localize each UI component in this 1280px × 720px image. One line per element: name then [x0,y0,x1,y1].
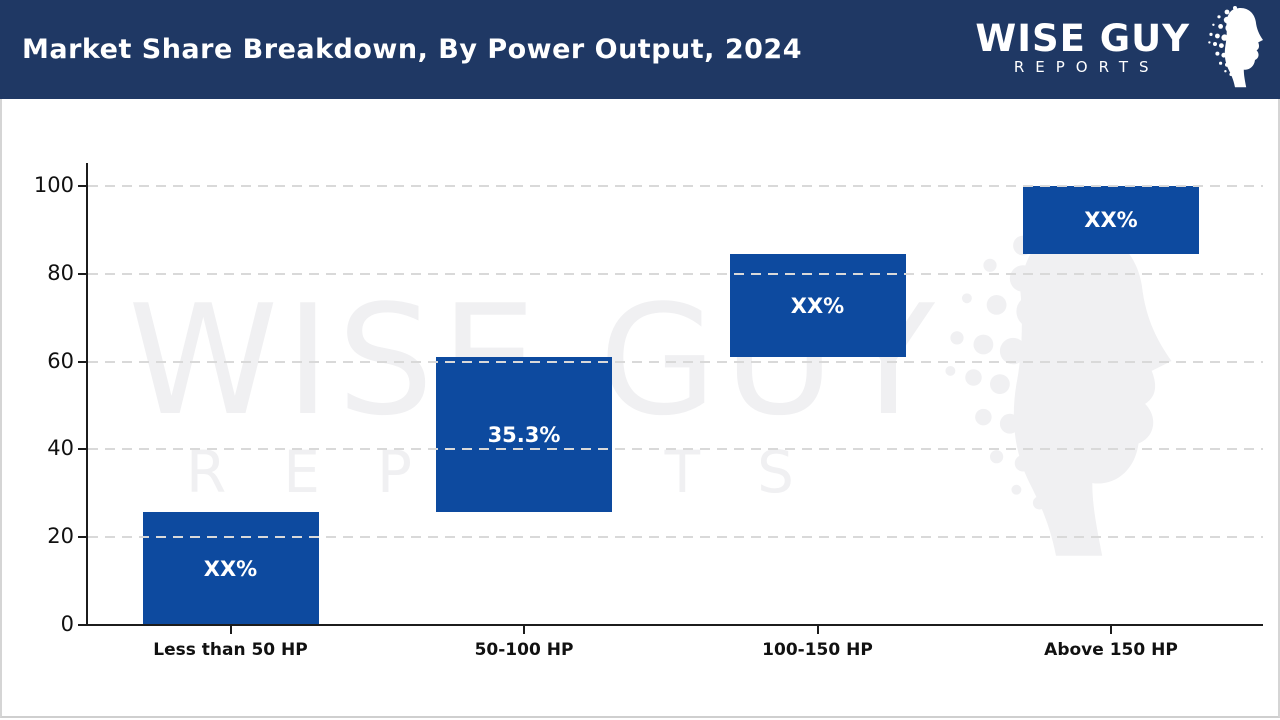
bar-value-label: XX% [1084,208,1138,233]
wiseguy-head-icon [1208,6,1263,88]
brand-logo: WISE GUY REPORTS [975,4,1270,92]
y-tick-label: 80 [47,260,74,285]
y-tick-mark [78,448,86,451]
x-tick-mark [816,626,819,634]
y-tick-label: 40 [47,436,74,461]
x-tick-mark [1110,626,1112,634]
x-category-label: 100-150 HP [762,640,873,660]
brand-subtitle: REPORTS [1013,58,1160,77]
watermark-head-icon [945,220,1172,556]
bar-segment: XX% [142,512,319,625]
x-tick-mark [229,626,232,634]
brand-name: WISE GUY [975,17,1190,61]
x-category-label: 50-100 HP [474,640,574,660]
y-tick-mark [78,536,86,539]
gridline [88,185,1263,187]
y-tick-label: 20 [47,524,74,549]
x-axis-line [86,624,1263,626]
y-tick-label: 0 [60,612,74,636]
y-axis-line [86,163,88,625]
bar-segment: XX% [729,254,906,358]
gridline [88,272,1263,275]
bar-value-label: 35.3% [487,422,561,447]
y-tick-mark [78,624,86,626]
y-tick-mark [78,185,86,187]
page-title: Market Share Breakdown, By Power Output,… [22,34,802,65]
gridline [88,360,1263,363]
y-tick-label: 100 [33,173,74,197]
bar-segment: 35.3% [436,357,612,513]
bar-value-label: XX% [790,293,845,318]
y-tick-mark [78,272,86,275]
y-tick-label: 60 [47,348,74,373]
gridline [88,448,1263,451]
gridline [88,536,1263,539]
x-category-label: Less than 50 HP [153,640,308,660]
brand-logo-text: WISE GUY REPORTS [975,17,1190,77]
x-tick-mark [523,626,525,634]
x-category-label: Above 150 HP [1044,640,1178,660]
header-bar: Market Share Breakdown, By Power Output,… [0,0,1280,99]
y-tick-mark [78,360,86,363]
bar-segment: XX% [1023,186,1199,255]
bar-value-label: XX% [203,556,258,581]
